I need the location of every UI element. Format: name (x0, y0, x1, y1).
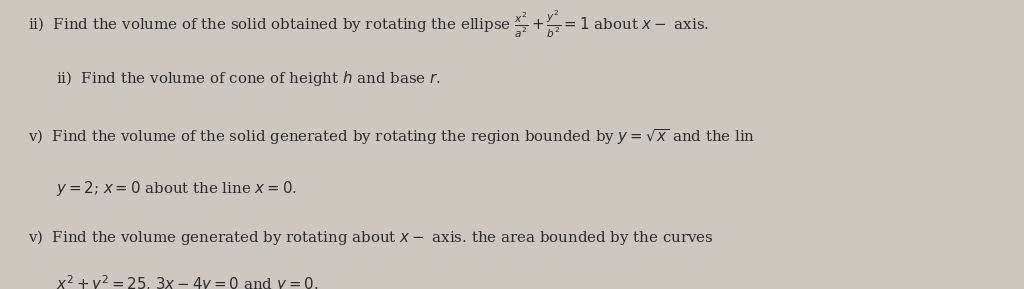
Text: ii)  Find the volume of cone of height $h$ and base $r$.: ii) Find the volume of cone of height $h… (56, 69, 441, 88)
Text: v)  Find the volume generated by rotating about $x -$ axis. the area bounded by : v) Find the volume generated by rotating… (28, 228, 714, 247)
Text: $y = 2$; $x = 0$ about the line $x = 0$.: $y = 2$; $x = 0$ about the line $x = 0$. (56, 179, 297, 198)
Text: v)  Find the volume of the solid generated by rotating the region bounded by $y : v) Find the volume of the solid generate… (28, 127, 755, 147)
Text: ii)  Find the volume of the solid obtained by rotating the ellipse $\frac{x^2}{a: ii) Find the volume of the solid obtaine… (28, 9, 709, 40)
Text: $x^2 + y^2 = 25$, $3x - 4y = 0$ and $y = 0$.: $x^2 + y^2 = 25$, $3x - 4y = 0$ and $y =… (56, 273, 318, 289)
